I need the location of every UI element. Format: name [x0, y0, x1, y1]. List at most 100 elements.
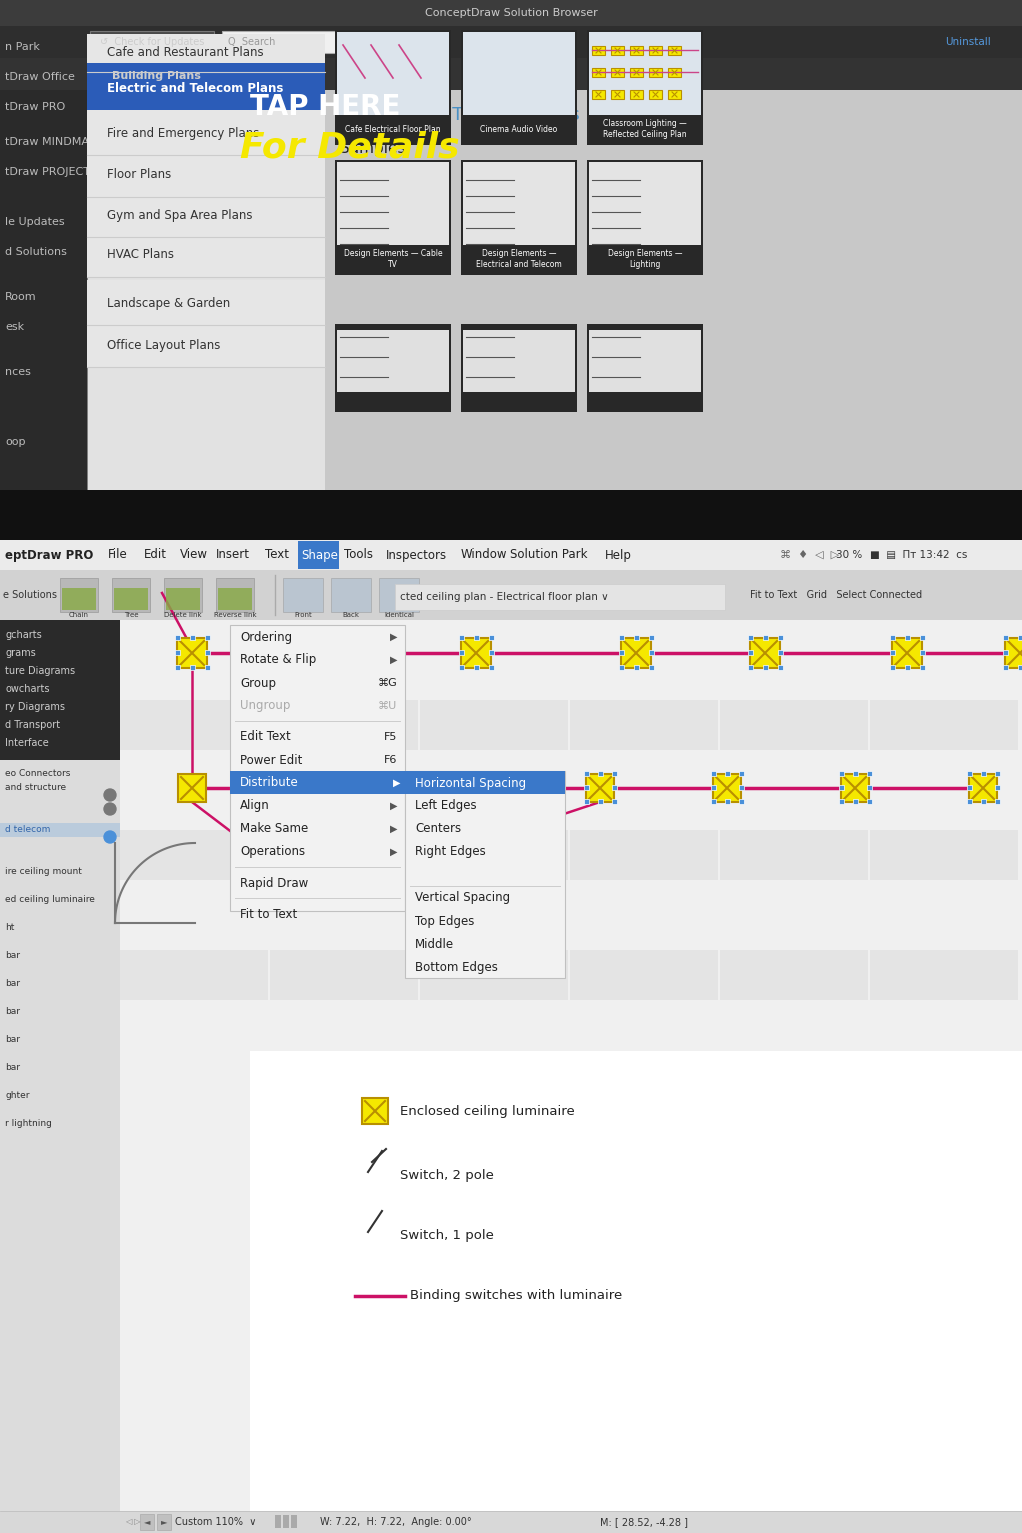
- Bar: [612, 771, 617, 776]
- Bar: [0, 0, 1022, 26]
- Bar: [995, 785, 1000, 789]
- Text: Gym and Spa Area Plans: Gym and Spa Area Plans: [107, 208, 252, 221]
- Bar: [839, 785, 844, 789]
- Bar: [969, 774, 997, 802]
- Text: View: View: [180, 549, 208, 561]
- Bar: [205, 665, 210, 670]
- Bar: [839, 771, 844, 776]
- Text: Uninstall: Uninstall: [945, 37, 990, 48]
- Bar: [373, 665, 378, 670]
- Bar: [611, 90, 624, 100]
- Bar: [335, 159, 451, 274]
- Bar: [711, 785, 716, 789]
- Bar: [87, 63, 325, 115]
- Bar: [592, 46, 605, 55]
- Bar: [967, 799, 972, 803]
- Bar: [325, 90, 1022, 491]
- Bar: [473, 771, 478, 776]
- Bar: [87, 110, 325, 155]
- Bar: [587, 31, 703, 146]
- Bar: [112, 578, 150, 612]
- Text: Edit Text: Edit Text: [240, 731, 290, 744]
- Bar: [967, 771, 972, 776]
- Text: ed ceiling luminaire: ed ceiling luminaire: [5, 895, 95, 904]
- Text: tDraw MINDMAP: tDraw MINDMAP: [5, 136, 96, 147]
- Bar: [459, 799, 464, 803]
- Bar: [587, 159, 703, 274]
- Text: Rotate & Flip: Rotate & Flip: [240, 653, 316, 667]
- Text: 30 %: 30 %: [836, 550, 863, 560]
- Bar: [358, 665, 363, 670]
- Bar: [379, 578, 419, 612]
- Bar: [589, 162, 701, 245]
- Text: Window: Window: [461, 549, 508, 561]
- Bar: [461, 774, 489, 802]
- Bar: [649, 665, 654, 670]
- Bar: [612, 799, 617, 803]
- Text: Middle: Middle: [415, 938, 454, 950]
- Text: Right Edges: Right Edges: [415, 846, 485, 858]
- Text: esk: esk: [5, 322, 25, 333]
- Text: Building Plans: Building Plans: [112, 71, 201, 81]
- Text: Binding switches with luminaire: Binding switches with luminaire: [410, 1289, 622, 1303]
- Bar: [668, 90, 681, 100]
- Text: ↺  Check for Updates: ↺ Check for Updates: [100, 37, 204, 48]
- Text: Enclosed ceiling luminaire: Enclosed ceiling luminaire: [400, 1104, 574, 1118]
- Bar: [343, 635, 349, 639]
- Text: grams: grams: [5, 648, 36, 658]
- Text: e Solutions: e Solutions: [3, 590, 57, 599]
- Bar: [1003, 635, 1008, 639]
- Text: TAP HERE: TAP HERE: [250, 94, 401, 121]
- Bar: [0, 570, 1022, 619]
- Bar: [967, 785, 972, 789]
- Text: d telecom: d telecom: [5, 825, 50, 834]
- Bar: [920, 635, 925, 639]
- Bar: [216, 578, 254, 612]
- Text: ▶: ▶: [389, 655, 397, 665]
- Text: Design Elements — Cable
TV: Design Elements — Cable TV: [343, 250, 443, 268]
- Bar: [489, 635, 494, 639]
- Bar: [87, 34, 325, 72]
- Text: Ordering: Ordering: [240, 630, 292, 644]
- Bar: [405, 771, 565, 794]
- Text: Align: Align: [240, 800, 270, 812]
- Bar: [867, 785, 872, 789]
- Text: Top Edges: Top Edges: [415, 915, 474, 927]
- Text: HVAC Plans: HVAC Plans: [107, 248, 174, 262]
- Circle shape: [104, 803, 117, 816]
- Text: Cinema Audio Video: Cinema Audio Video: [480, 124, 558, 133]
- Bar: [920, 650, 925, 655]
- Bar: [748, 650, 753, 655]
- Text: Solution Park: Solution Park: [510, 549, 588, 561]
- Text: Interface: Interface: [5, 737, 49, 748]
- Bar: [337, 32, 449, 115]
- Bar: [283, 578, 323, 612]
- Bar: [473, 799, 478, 803]
- Text: Ungroup: Ungroup: [240, 699, 290, 713]
- Text: ■  ▤  Пт 13:42  cs: ■ ▤ Пт 13:42 cs: [870, 550, 968, 560]
- Bar: [298, 541, 338, 569]
- Text: tDraw PROJECT: tDraw PROJECT: [5, 167, 90, 176]
- Bar: [459, 650, 464, 655]
- Text: F6: F6: [383, 754, 397, 765]
- Bar: [763, 665, 768, 670]
- Text: Fit to Text   Grid   Select Connected: Fit to Text Grid Select Connected: [750, 590, 922, 599]
- Bar: [612, 785, 617, 789]
- Text: Design Elements —
Electrical and Telecom: Design Elements — Electrical and Telecom: [476, 250, 562, 268]
- Bar: [570, 950, 718, 1000]
- Bar: [905, 665, 910, 670]
- Bar: [778, 635, 783, 639]
- Text: ire ceiling mount: ire ceiling mount: [5, 868, 82, 877]
- Text: Fire and Emergency Plans: Fire and Emergency Plans: [107, 127, 260, 140]
- Bar: [175, 665, 180, 670]
- Text: ⌘U: ⌘U: [378, 701, 397, 711]
- Bar: [592, 90, 605, 100]
- Bar: [750, 638, 780, 668]
- Bar: [463, 162, 575, 245]
- Bar: [725, 799, 730, 803]
- Text: eo Connectors: eo Connectors: [5, 770, 71, 779]
- Text: Classroom Lighting —
Reflected Ceiling Plan: Classroom Lighting — Reflected Ceiling P…: [603, 120, 687, 138]
- Bar: [649, 46, 662, 55]
- Bar: [0, 26, 1022, 58]
- Text: ◁ ▷: ◁ ▷: [125, 1518, 141, 1527]
